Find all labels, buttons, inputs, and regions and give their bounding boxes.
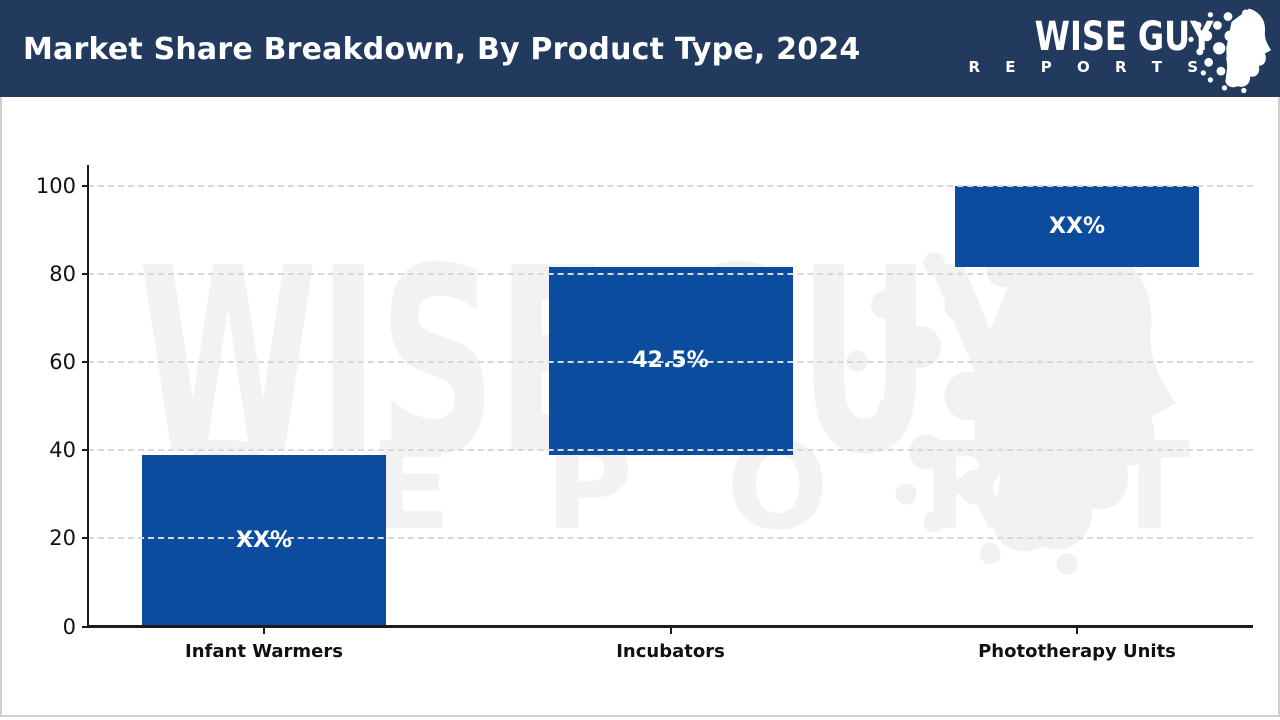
grid-line xyxy=(88,273,1253,276)
x-category-label: Phototherapy Units xyxy=(978,641,1176,662)
content-border-bottom xyxy=(0,715,1280,717)
content-border-left xyxy=(0,97,2,716)
logo-head-icon xyxy=(1184,5,1272,95)
x-axis-spine xyxy=(88,625,1253,628)
y-tick xyxy=(82,625,88,628)
bar-phototherapy-units xyxy=(955,186,1199,268)
y-tick xyxy=(82,361,88,364)
x-tick xyxy=(263,628,265,634)
bar-value-label: 42.5% xyxy=(632,348,709,374)
content-border-right xyxy=(1278,97,1280,716)
grid-line xyxy=(88,185,1253,187)
logo-subtext: R E P O R T S xyxy=(968,58,1208,76)
grid-line xyxy=(88,361,1253,364)
grid-line xyxy=(88,537,1253,540)
x-tick xyxy=(1076,628,1078,634)
y-tick xyxy=(82,449,88,452)
x-category-label: Incubators xyxy=(616,641,725,662)
grid-line xyxy=(88,449,1253,452)
bar-value-label: XX% xyxy=(1049,213,1105,239)
logo-wordmark: WISE GUY xyxy=(1034,14,1213,60)
bar-infant-warmers xyxy=(142,454,386,627)
x-category-label: Infant Warmers xyxy=(185,641,343,662)
y-tick-label: 0 xyxy=(62,614,76,639)
y-tick-label: 40 xyxy=(49,438,76,463)
bar-incubators xyxy=(548,267,793,455)
bar-value-label: XX% xyxy=(236,527,292,553)
y-tick xyxy=(82,273,88,276)
header-bar: Market Share Breakdown, By Product Type,… xyxy=(0,0,1280,97)
y-tick-label: 80 xyxy=(49,262,76,287)
y-tick-label: 20 xyxy=(49,526,76,551)
y-tick xyxy=(82,537,88,540)
y-tick-label: 60 xyxy=(49,350,76,375)
y-tick-label: 100 xyxy=(35,174,76,198)
y-axis-spine xyxy=(86,165,89,628)
page-title: Market Share Breakdown, By Product Type,… xyxy=(23,32,861,67)
x-tick xyxy=(669,628,672,634)
y-tick xyxy=(82,185,88,187)
